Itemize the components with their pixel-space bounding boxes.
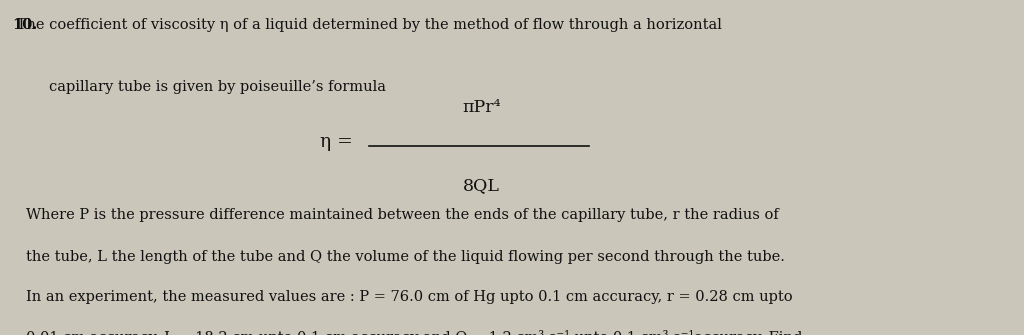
- Text: capillary tube is given by poiseuille’s formula: capillary tube is given by poiseuille’s …: [49, 80, 386, 94]
- Text: 0.01 cm accuracy, L = 18.2 cm upto 0.1 cm accuracy and Q = 1.2 cm³ s⁻¹ upto 0.1 : 0.01 cm accuracy, L = 18.2 cm upto 0.1 c…: [26, 330, 802, 335]
- Text: η =: η =: [321, 133, 353, 151]
- Text: In an experiment, the measured values are : P = 76.0 cm of Hg upto 0.1 cm accura: In an experiment, the measured values ar…: [26, 290, 793, 304]
- Text: Where P is the pressure difference maintained between the ends of the capillary : Where P is the pressure difference maint…: [26, 208, 778, 222]
- Text: 8QL: 8QL: [463, 178, 500, 195]
- Text: 10.: 10.: [12, 18, 38, 32]
- Text: πPr⁴: πPr⁴: [462, 98, 501, 116]
- Text: the tube, L the length of the tube and Q the volume of the liquid flowing per se: the tube, L the length of the tube and Q…: [26, 250, 784, 264]
- Text: The coefficient of viscosity η of a liquid determined by the method of flow thro: The coefficient of viscosity η of a liqu…: [12, 18, 722, 32]
